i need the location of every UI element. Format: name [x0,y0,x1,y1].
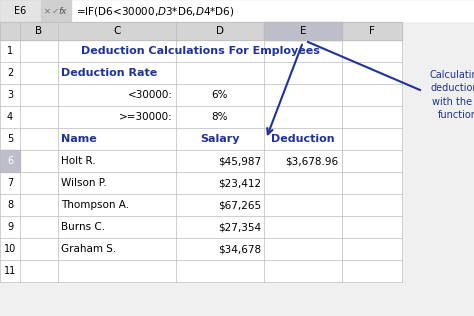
Bar [0,22,402,40]
Text: 10: 10 [4,244,16,254]
Bar [0,40,402,282]
Text: F: F [369,26,375,36]
Text: $45,987: $45,987 [218,156,261,166]
Bar [0,0,474,22]
Text: $3,678.96: $3,678.96 [285,156,338,166]
Text: Thompson A.: Thompson A. [61,200,129,210]
Text: 3: 3 [7,90,13,100]
Bar [0,0,40,22]
Bar [264,150,342,172]
Text: 8%: 8% [212,112,228,122]
Text: >=30000:: >=30000: [119,112,173,122]
Bar [264,22,342,40]
Text: ✓: ✓ [52,7,58,15]
Text: Deduction: Deduction [271,134,335,144]
Text: Deduction Calculations For Employees: Deduction Calculations For Employees [81,46,319,56]
Text: B: B [36,26,43,36]
Text: 4: 4 [7,112,13,122]
Text: 1: 1 [7,46,13,56]
Text: ✕: ✕ [44,7,51,15]
Text: <30000:: <30000: [128,90,173,100]
Text: 6%: 6% [212,90,228,100]
Bar [0,150,20,172]
Text: Burns C.: Burns C. [61,222,105,232]
Text: $67,265: $67,265 [218,200,261,210]
Text: 9: 9 [7,222,13,232]
Text: E: E [300,26,306,36]
Text: E6: E6 [14,6,26,16]
Text: $27,354: $27,354 [218,222,261,232]
Text: C: C [113,26,121,36]
Text: $23,412: $23,412 [218,178,261,188]
Text: 8: 8 [7,200,13,210]
Text: 5: 5 [7,134,13,144]
Text: 7: 7 [7,178,13,188]
Text: 6: 6 [7,156,13,166]
Text: Graham S.: Graham S. [61,244,116,254]
Text: Deduction Rate: Deduction Rate [61,68,157,78]
Text: Salary: Salary [200,134,240,144]
Text: 2: 2 [7,68,13,78]
Text: fx: fx [59,7,67,15]
Text: Wilson P.: Wilson P. [61,178,107,188]
Text: =IF(D6<30000,$D$3*D6,$D$4*D6): =IF(D6<30000,$D$3*D6,$D$4*D6) [76,4,235,17]
Text: Name: Name [61,134,97,144]
Text: D: D [216,26,224,36]
Text: 11: 11 [4,266,16,276]
Text: $34,678: $34,678 [218,244,261,254]
Text: Calculating
deductions
with the IF
function: Calculating deductions with the IF funct… [430,70,474,120]
Text: Holt R.: Holt R. [61,156,96,166]
Bar [72,0,474,22]
